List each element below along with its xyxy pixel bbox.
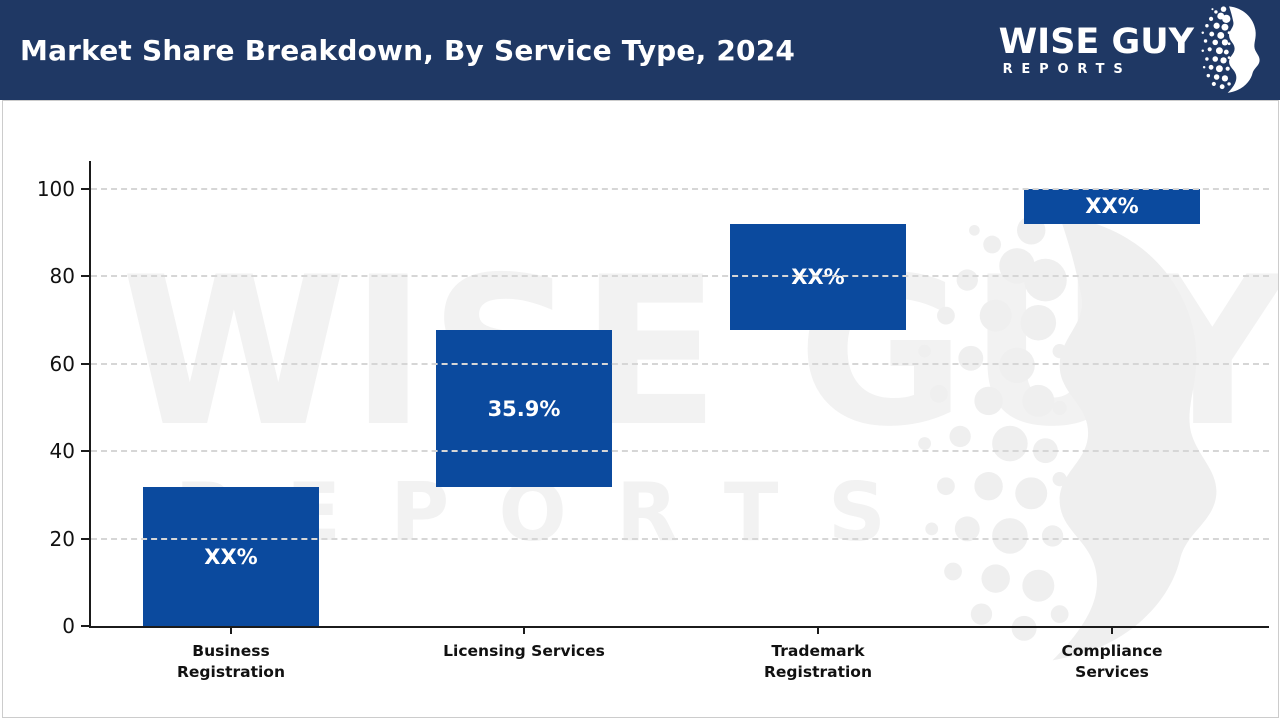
brand-subtitle: REPORTS — [1002, 61, 1132, 77]
plot-area: 0 20 40 60 80 100 XX% Business Registration 35.9%… — [3, 101, 1278, 717]
gridline — [91, 450, 1269, 452]
x-axis-line — [89, 626, 1269, 628]
y-tick-label: 20 — [49, 526, 75, 551]
brand-logo: WISE GUY REPORTS — [999, 5, 1266, 95]
gridline — [91, 275, 1269, 277]
y-tick-mark — [81, 187, 89, 190]
bar-value-label: 35.9% — [487, 396, 561, 421]
brand-wordmark: WISE GUY REPORTS — [998, 21, 1194, 77]
bar-value-label: XX% — [204, 544, 258, 569]
chart-panel: WISE GUY REPORTS 0 20 40 60 80 100 XX% Business… — [2, 100, 1279, 718]
x-tick-label: Business Registration — [176, 642, 285, 681]
y-tick-label: 60 — [49, 351, 75, 376]
x-tick-label: Licensing Services — [443, 642, 605, 660]
dotted-face-icon — [1188, 5, 1266, 95]
y-tick-mark — [81, 625, 89, 627]
y-tick-label: 80 — [49, 264, 75, 288]
gridline — [91, 187, 1269, 190]
y-tick-label: 100 — [36, 176, 75, 201]
y-tick-mark — [81, 275, 89, 277]
gridline — [91, 537, 1269, 540]
bar-segment: 35.9% — [436, 330, 612, 488]
brand-name: WISE GUY — [998, 21, 1194, 62]
header: Market Share Breakdown, By Service Type,… — [0, 0, 1280, 100]
y-tick-mark — [81, 450, 89, 452]
chart-title: Market Share Breakdown, By Service Type,… — [20, 33, 796, 67]
bar-segment: XX% — [1024, 188, 1200, 224]
y-axis-line — [89, 161, 91, 628]
x-tick-mark — [1111, 626, 1113, 634]
x-tick-label: Trademark Registration — [763, 642, 872, 681]
bar-segment: XX% — [143, 487, 319, 626]
y-tick-mark — [81, 362, 89, 365]
x-tick-mark — [817, 626, 819, 634]
bar-value-label: XX% — [1085, 194, 1139, 218]
y-tick-label: 40 — [49, 439, 75, 463]
x-tick-mark — [523, 626, 525, 634]
y-tick-label: 0 — [62, 614, 75, 638]
x-tick-label: Compliance Services — [1061, 642, 1163, 681]
x-tick-mark — [230, 626, 232, 634]
gridline — [91, 362, 1269, 365]
y-tick-mark — [81, 537, 89, 540]
